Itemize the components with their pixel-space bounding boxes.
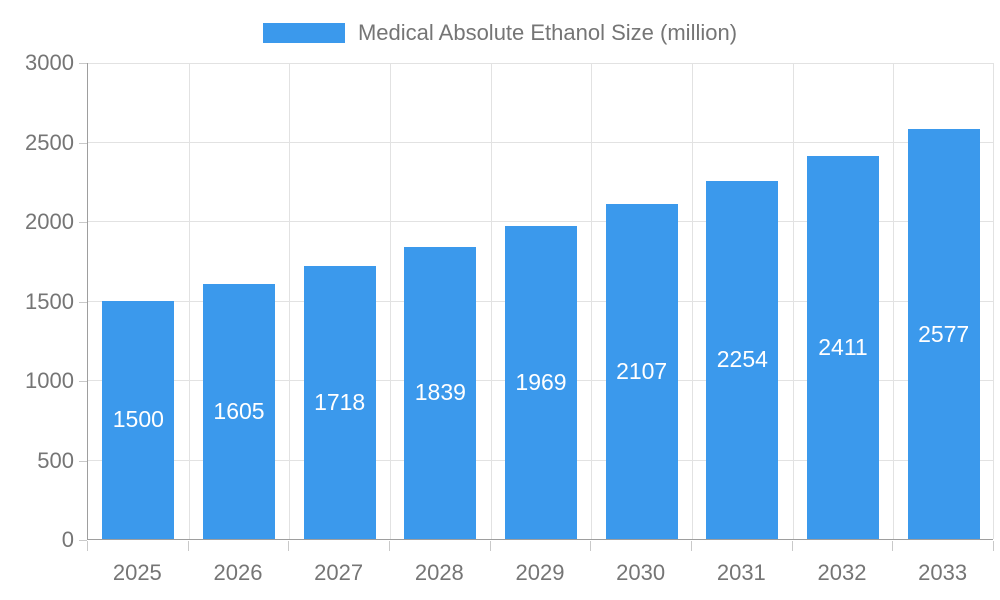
y-axis-tick-label: 1500 <box>25 288 74 314</box>
bar-value-label: 2254 <box>716 346 768 373</box>
y-axis-tick <box>79 301 87 303</box>
y-axis-tick-label: 2000 <box>25 209 74 234</box>
x-axis-tick-label: 2032 <box>817 560 867 585</box>
bar: 1605 <box>203 283 275 539</box>
legend: Medical Absolute Ethanol Size (million) <box>0 20 1000 46</box>
x-axis-tick <box>892 541 894 551</box>
y-axis-tick <box>79 540 87 541</box>
y-axis-tick <box>79 142 87 144</box>
bar: 1969 <box>505 225 577 539</box>
v-gridline <box>289 63 291 539</box>
x-axis-tick-label: 2028 <box>414 560 464 585</box>
bar: 2254 <box>706 180 779 539</box>
v-gridline <box>792 63 794 539</box>
y-axis-tick-label: 0 <box>61 527 74 552</box>
bar-value-label: 2107 <box>616 358 668 384</box>
y-axis-tick-label: 500 <box>37 447 74 473</box>
x-axis-tick <box>791 541 793 551</box>
bar-value-label: 1839 <box>414 379 466 406</box>
x-axis-tick <box>489 541 491 551</box>
x-axis-tick <box>691 541 692 551</box>
y-axis-tick <box>79 63 87 64</box>
y-axis-tick-label: 3000 <box>25 50 74 75</box>
y-axis-tick <box>79 381 87 382</box>
x-axis-tick <box>389 541 390 551</box>
bar: 2577 <box>907 129 980 539</box>
legend-swatch <box>262 23 345 43</box>
y-axis-tick <box>79 460 87 462</box>
x-axis-tick <box>87 541 88 551</box>
bar-value-label: 2411 <box>818 333 868 360</box>
bar-value-label: 1969 <box>515 368 567 395</box>
x-axis-tick <box>288 541 290 551</box>
bar-value-label: 1500 <box>112 406 164 433</box>
bar-value-label: 1605 <box>213 397 265 424</box>
v-gridline <box>893 63 895 539</box>
v-gridline <box>390 63 391 539</box>
x-axis-tick-label: 2033 <box>918 560 968 585</box>
y-axis-tick <box>79 222 87 223</box>
v-gridline <box>490 63 492 539</box>
v-gridline <box>993 63 994 539</box>
x-axis-tick-label: 2030 <box>616 560 666 585</box>
v-gridline <box>692 63 693 539</box>
y-axis-tick-label: 1000 <box>25 368 74 393</box>
bar: 2411 <box>807 155 879 539</box>
x-axis-tick-label: 2029 <box>515 560 565 585</box>
h-gridline <box>88 141 993 143</box>
legend-label: Medical Absolute Ethanol Size (million) <box>357 20 738 45</box>
bar: 1500 <box>102 300 175 539</box>
h-gridline <box>88 63 993 64</box>
bar: 2107 <box>605 204 678 539</box>
h-gridline <box>88 221 993 222</box>
x-axis-tick <box>993 541 994 551</box>
bar-value-label: 2577 <box>918 320 970 347</box>
x-axis-tick <box>590 541 592 551</box>
y-axis-tick-label: 2500 <box>25 129 74 155</box>
bar: 1839 <box>404 246 477 539</box>
x-axis-tick-label: 2027 <box>314 560 364 585</box>
bar: 1718 <box>303 265 376 539</box>
x-axis-tick-label: 2031 <box>716 560 766 585</box>
x-axis-tick-label: 2026 <box>213 560 263 585</box>
x-axis-tick-label: 2025 <box>112 560 162 585</box>
v-gridline <box>188 63 190 539</box>
plot-area: 1500 1605 1718 1839 1969 2107 2254 2411 2577 <box>87 63 994 540</box>
v-gridline <box>591 63 593 539</box>
x-axis-tick <box>187 541 189 551</box>
bar-value-label: 1718 <box>314 388 366 415</box>
